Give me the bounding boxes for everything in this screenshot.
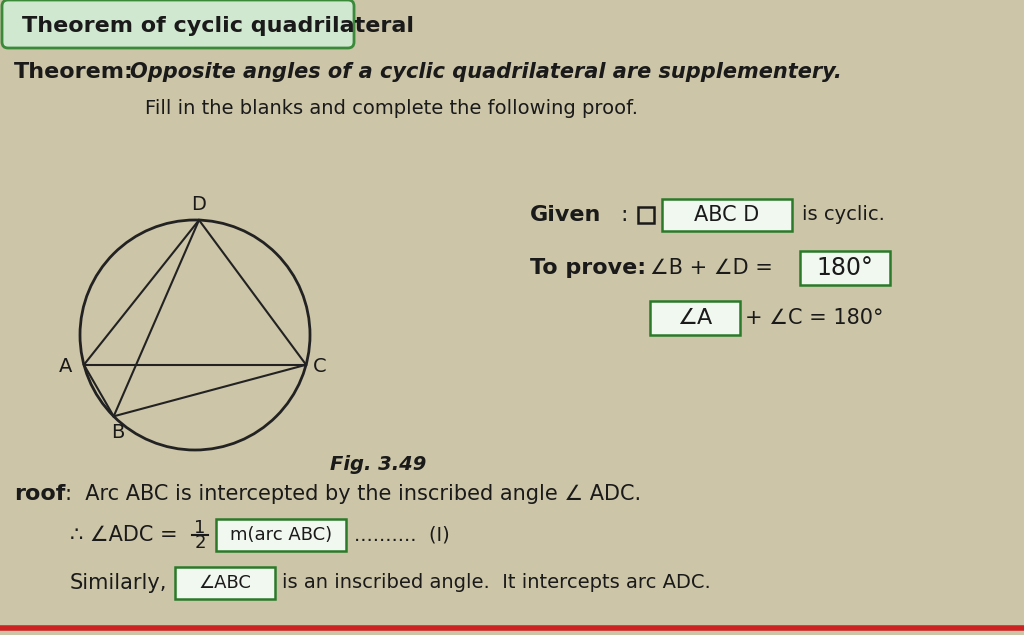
- Text: ∠A: ∠A: [677, 308, 713, 328]
- Text: ..........  (I): .......... (I): [354, 526, 450, 544]
- FancyBboxPatch shape: [800, 251, 890, 285]
- Text: Fig. 3.49: Fig. 3.49: [330, 455, 426, 474]
- FancyBboxPatch shape: [662, 199, 792, 231]
- Text: Opposite angles of a cyclic quadrilateral are supplementery.: Opposite angles of a cyclic quadrilatera…: [130, 62, 842, 82]
- Text: 2: 2: [195, 534, 206, 552]
- FancyBboxPatch shape: [650, 301, 740, 335]
- Text: Fill in the blanks and complete the following proof.: Fill in the blanks and complete the foll…: [145, 98, 638, 117]
- Text: Theorem:: Theorem:: [14, 62, 134, 82]
- Text: m(arc ABC): m(arc ABC): [230, 526, 332, 544]
- Text: roof: roof: [14, 484, 66, 504]
- Text: ∠ABC: ∠ABC: [199, 574, 252, 592]
- Text: A: A: [59, 358, 73, 377]
- Text: C: C: [313, 358, 327, 377]
- Text: D: D: [191, 194, 207, 213]
- Text: Given: Given: [530, 205, 601, 225]
- Text: + ∠C = 180°: + ∠C = 180°: [745, 308, 884, 328]
- Text: is an inscribed angle.  It intercepts arc ADC.: is an inscribed angle. It intercepts arc…: [282, 573, 711, 592]
- Text: ABC D: ABC D: [694, 205, 760, 225]
- Text: 1: 1: [195, 519, 206, 537]
- Text: Similarly,: Similarly,: [70, 573, 167, 593]
- Text: To prove:: To prove:: [530, 258, 646, 278]
- Text: :  Arc ABC is intercepted by the inscribed angle ∠ ADC.: : Arc ABC is intercepted by the inscribe…: [65, 484, 641, 504]
- Text: B: B: [111, 423, 124, 442]
- Text: Theorem of cyclic quadrilateral: Theorem of cyclic quadrilateral: [22, 16, 414, 36]
- Text: ∠B + ∠D =: ∠B + ∠D =: [650, 258, 773, 278]
- FancyBboxPatch shape: [175, 567, 275, 599]
- Text: :: :: [620, 205, 628, 225]
- FancyBboxPatch shape: [216, 519, 346, 551]
- FancyBboxPatch shape: [2, 0, 354, 48]
- Text: 180°: 180°: [816, 256, 873, 280]
- Text: is cyclic.: is cyclic.: [802, 206, 885, 225]
- Text: ∴ ∠ADC =: ∴ ∠ADC =: [70, 525, 184, 545]
